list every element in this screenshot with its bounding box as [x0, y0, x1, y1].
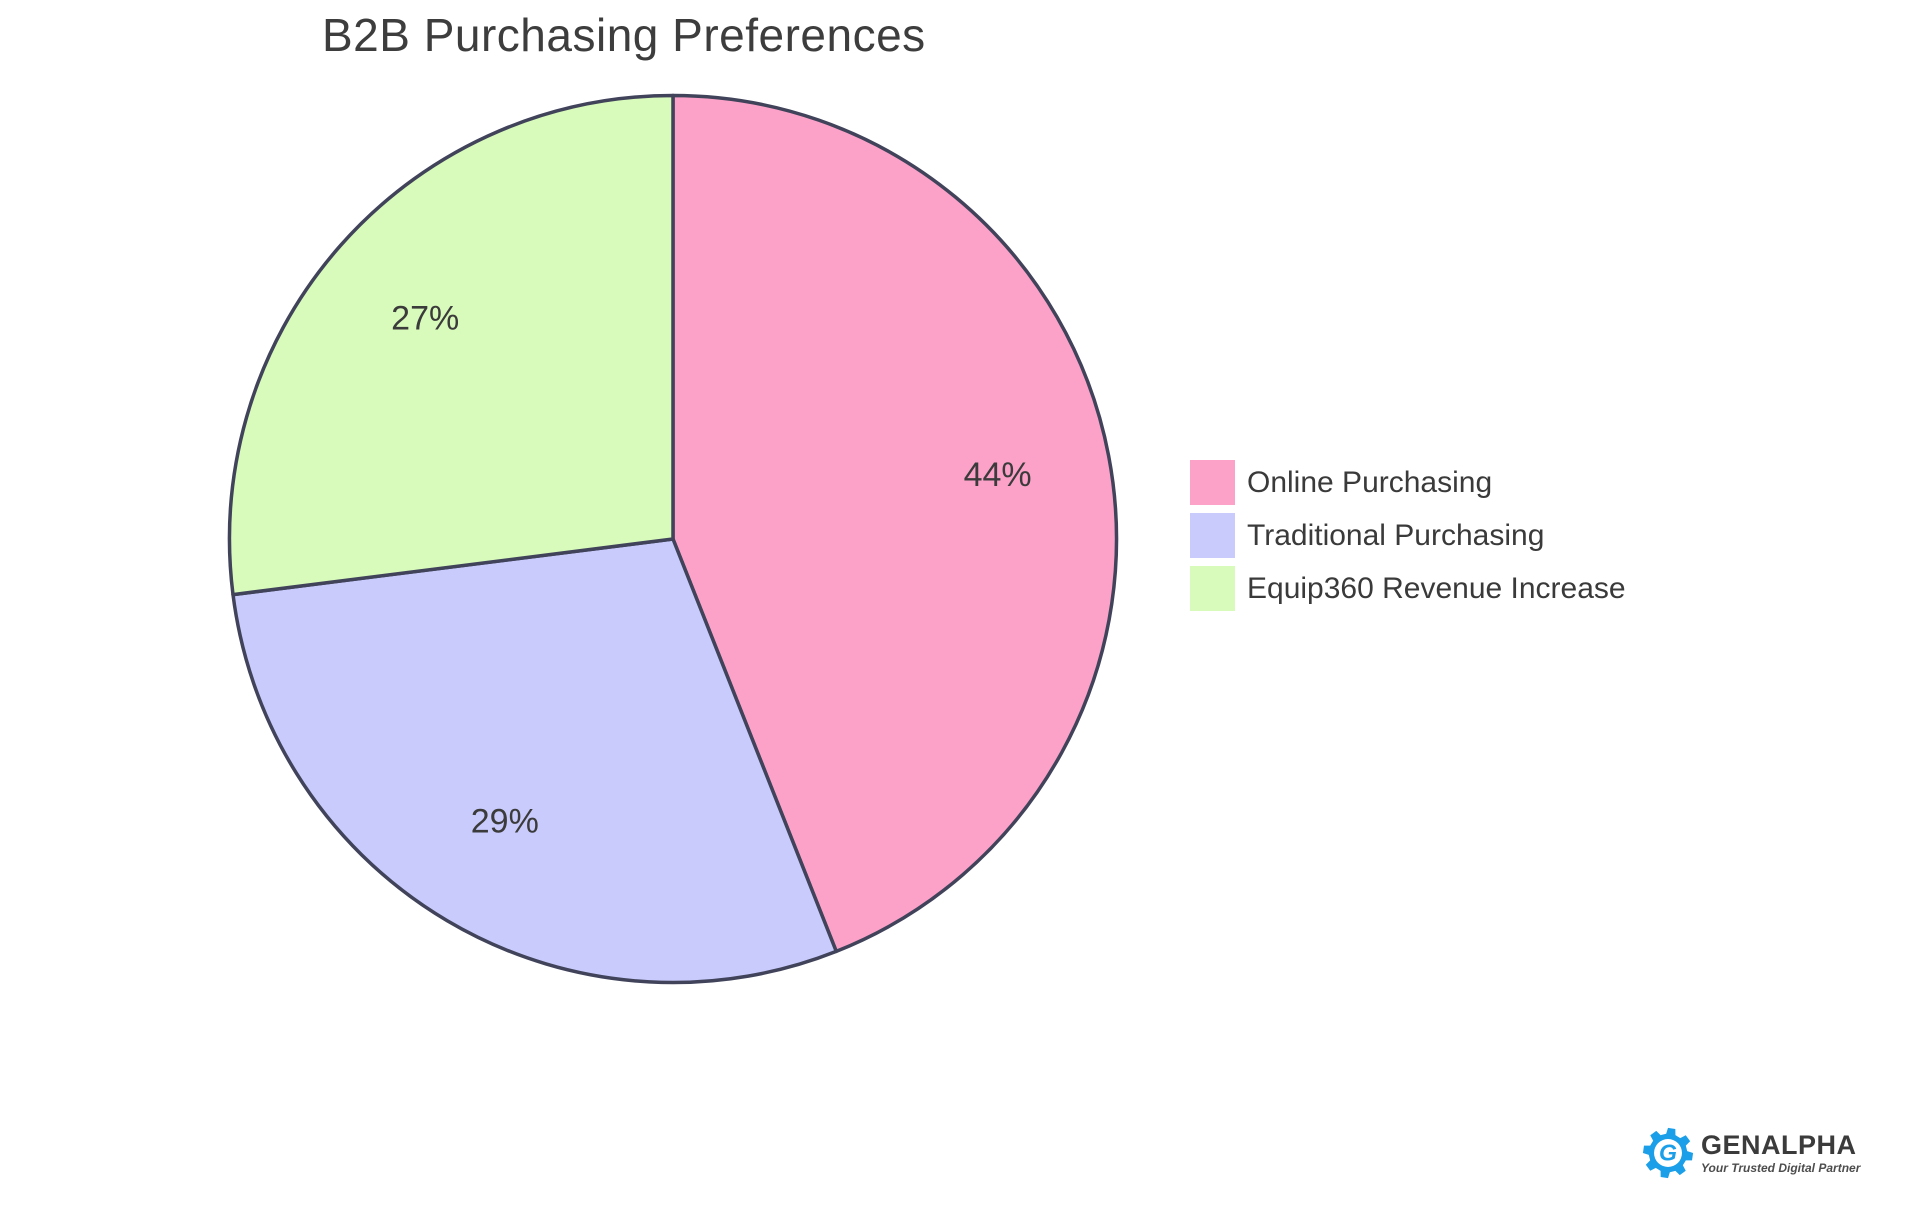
- svg-text:G: G: [1659, 1140, 1677, 1166]
- legend: Online Purchasing Traditional Purchasing…: [1190, 460, 1626, 611]
- legend-swatch-traditional-purchasing: [1190, 513, 1235, 558]
- pie-slice-0: [671, 93, 1119, 954]
- legend-swatch-equip360-revenue-increase: [1190, 566, 1235, 611]
- legend-label-online-purchasing: Online Purchasing: [1247, 465, 1493, 499]
- chart-title: B2B Purchasing Preferences: [322, 9, 926, 61]
- pie-slice-label-1: 29%: [471, 802, 539, 840]
- pie-chart: 44% 29% 27%: [227, 93, 1119, 985]
- legend-swatch-online-purchasing: [1190, 460, 1235, 505]
- pie-slice-label-2: 27%: [391, 299, 459, 337]
- genalpha-gear-icon: G: [1642, 1127, 1694, 1179]
- brand-tagline: Your Trusted Digital Partner: [1701, 1161, 1861, 1176]
- pie-slice-label-0: 44%: [964, 456, 1032, 494]
- pie-slice-2: [227, 93, 675, 597]
- legend-item-equip360-revenue-increase: Equip360 Revenue Increase: [1190, 566, 1626, 611]
- legend-label-traditional-purchasing: Traditional Purchasing: [1247, 518, 1545, 552]
- legend-item-online-purchasing: Online Purchasing: [1190, 460, 1626, 505]
- brand-name: GENALPHA: [1701, 1129, 1857, 1160]
- legend-item-traditional-purchasing: Traditional Purchasing: [1190, 513, 1626, 558]
- brand-text: GENALPHA Your Trusted Digital Partner: [1701, 1129, 1861, 1176]
- legend-label-equip360-revenue-increase: Equip360 Revenue Increase: [1247, 571, 1626, 605]
- brand-logo: G GENALPHA Your Trusted Digital Partner: [1641, 1124, 1860, 1182]
- pie-slice-1: [231, 537, 839, 985]
